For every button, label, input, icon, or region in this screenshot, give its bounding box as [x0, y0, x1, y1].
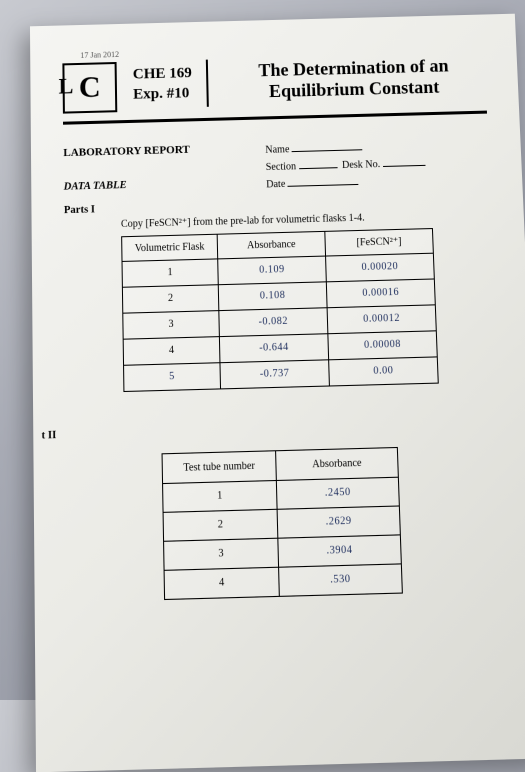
- desk-label: Desk No.: [342, 158, 381, 170]
- conc-val: 0.00008: [328, 330, 437, 359]
- part-2-label: t II: [41, 417, 500, 441]
- header-rule: [63, 111, 487, 125]
- t1-header-absorbance: Absorbance: [217, 231, 325, 259]
- t1-header-flask: Volumetric Flask: [122, 234, 218, 261]
- t1-header-fescn: [FeSCN²⁺]: [325, 228, 434, 256]
- flask-num: 2: [122, 284, 218, 312]
- tube-num: 2: [163, 509, 278, 541]
- conc-val: 0.00020: [326, 253, 435, 282]
- lab-report-page: 17 Jan 2012 C CHE 169 Exp. #10 The Deter…: [30, 14, 525, 772]
- header: C CHE 169 Exp. #10 The Determination of …: [62, 52, 486, 113]
- table-volumetric-flasks: Volumetric Flask Absorbance [FeSCN²⁺] 10…: [121, 227, 439, 391]
- absorbance-val: .3904: [278, 534, 402, 566]
- section-label: Section: [266, 161, 297, 173]
- section-field[interactable]: [298, 158, 337, 169]
- tube-num: 4: [164, 567, 279, 599]
- absorbance-val: .2629: [277, 505, 400, 537]
- name-field[interactable]: [292, 140, 363, 152]
- flask-num: 4: [123, 336, 220, 365]
- flask-num: 5: [124, 362, 221, 391]
- school-logo: C: [62, 62, 117, 114]
- t2-header-absorbance: Absorbance: [276, 447, 399, 480]
- lab-report-label: LABORATORY REPORT: [63, 141, 265, 158]
- tube-num: 3: [164, 538, 279, 570]
- name-label: Name: [265, 144, 289, 156]
- absorbance-val: .530: [279, 563, 403, 595]
- date-label: Date: [266, 178, 285, 190]
- absorbance-val: -0.082: [219, 307, 328, 336]
- tube-num: 1: [163, 480, 278, 512]
- absorbance-val: .2450: [276, 477, 399, 509]
- flask-num: 3: [123, 310, 220, 339]
- date-field[interactable]: [288, 174, 359, 186]
- logo-letter: C: [79, 70, 101, 105]
- course-code: CHE 169: [133, 64, 192, 85]
- conc-val: 0.00016: [326, 278, 435, 307]
- table-row: 4.530: [164, 563, 402, 599]
- table-test-tubes: Test tube number Absorbance 1.2450 2.262…: [162, 446, 403, 599]
- t2-header-tube: Test tube number: [162, 450, 276, 483]
- absorbance-val: 0.108: [218, 281, 327, 310]
- absorbance-val: -0.737: [220, 359, 329, 388]
- conc-val: 0.00012: [327, 304, 436, 333]
- absorbance-val: -0.644: [219, 333, 328, 362]
- course-box: CHE 169 Exp. #10: [131, 60, 209, 109]
- student-meta: Name Section Desk No. Date: [265, 137, 426, 193]
- absorbance-val: 0.109: [218, 256, 327, 285]
- desk-field[interactable]: [382, 155, 425, 166]
- experiment-number: Exp. #10: [133, 84, 192, 105]
- flask-num: 1: [122, 258, 218, 286]
- title: The Determination of an Equilibrium Cons…: [222, 52, 487, 103]
- conc-val: 0.00: [329, 356, 439, 385]
